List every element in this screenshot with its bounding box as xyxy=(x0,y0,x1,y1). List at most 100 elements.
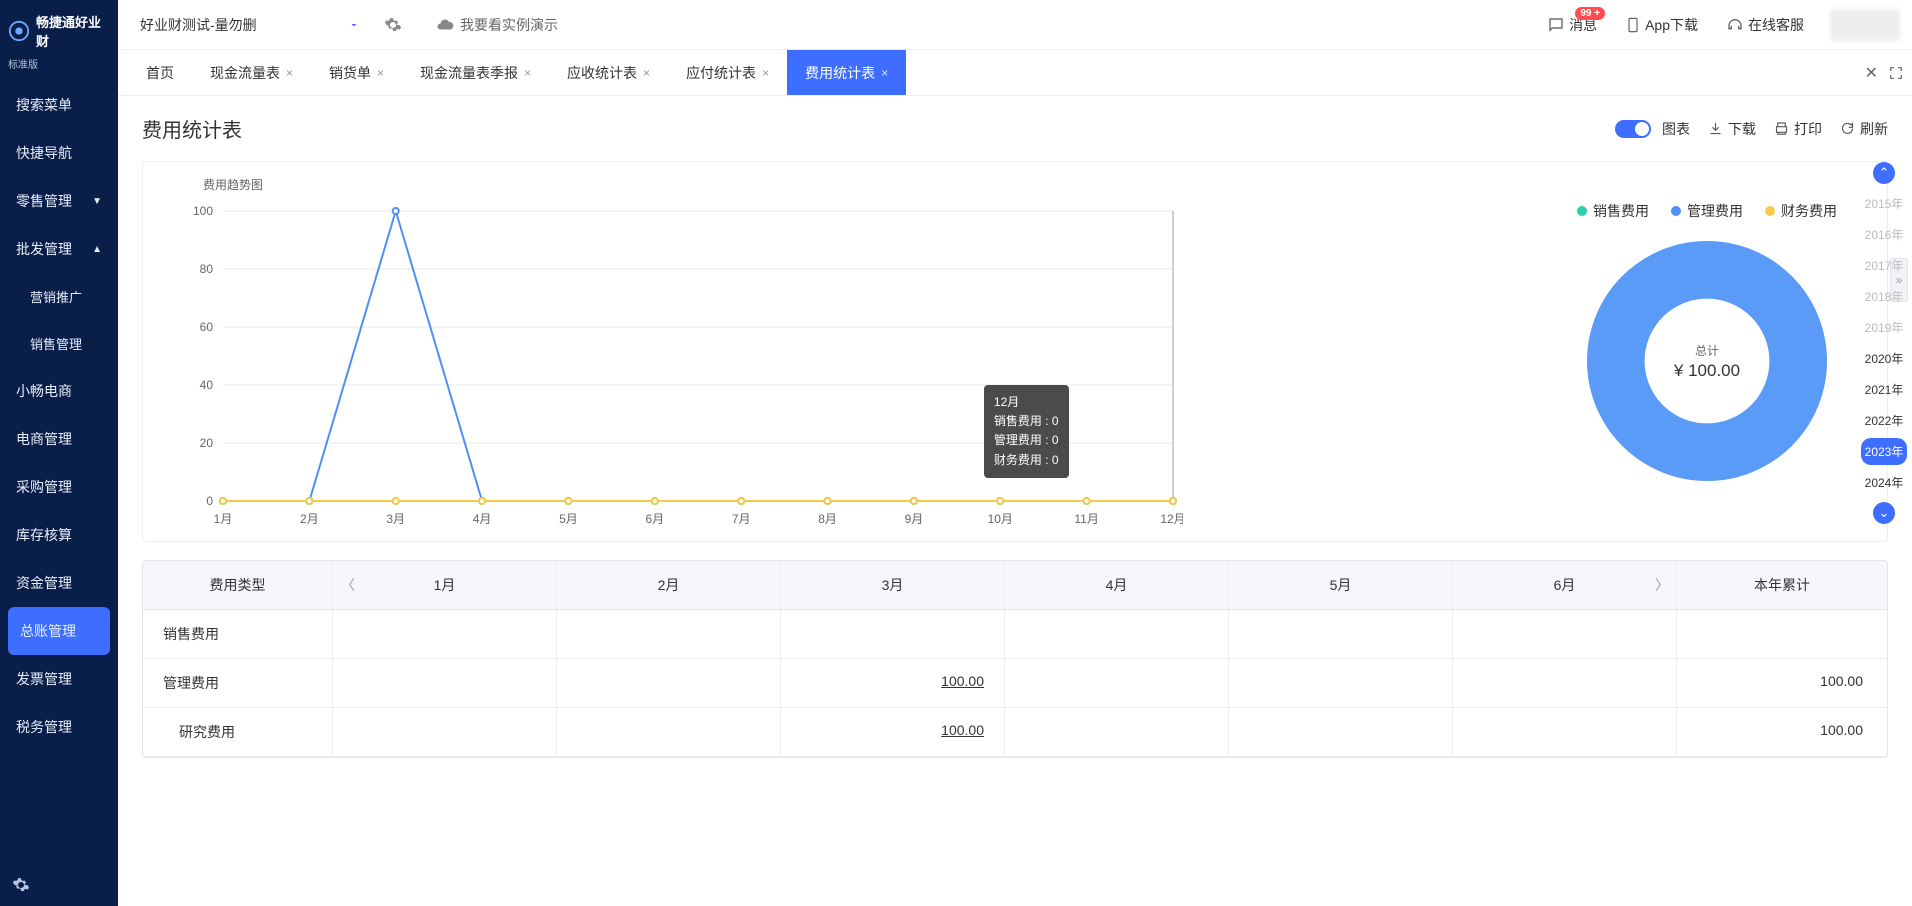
td-cell[interactable]: 100.00 xyxy=(781,708,1005,756)
td-cell xyxy=(557,708,781,756)
sidebar-item[interactable]: 电商管理 xyxy=(0,415,118,463)
settings-button[interactable] xyxy=(378,10,408,40)
td-cell xyxy=(1005,610,1229,658)
chart-toggle[interactable]: 图表 xyxy=(1615,119,1690,139)
sidebar-settings[interactable] xyxy=(0,864,118,906)
legend-item[interactable]: 管理费用 xyxy=(1671,201,1743,221)
tab-close-icon[interactable]: × xyxy=(643,66,650,80)
svg-text:7月: 7月 xyxy=(732,512,751,526)
tab[interactable]: 现金流量表× xyxy=(192,50,311,95)
download-button[interactable]: 下载 xyxy=(1708,119,1756,139)
table-row: 管理费用100.00100.00 xyxy=(143,659,1887,708)
svg-text:3月: 3月 xyxy=(386,512,405,526)
svg-text:12月: 12月 xyxy=(1160,512,1183,526)
year-chip[interactable]: 2023年 xyxy=(1861,438,1907,465)
org-selector[interactable]: 好业财测试-量勿删 xyxy=(130,11,370,39)
year-chip[interactable]: 2019年 xyxy=(1861,314,1907,341)
td-cell xyxy=(1229,659,1453,707)
sidebar-item[interactable]: 零售管理▼ xyxy=(0,177,118,225)
year-chip[interactable]: 2021年 xyxy=(1861,376,1907,403)
demo-link[interactable]: 我要看实例演示 xyxy=(436,15,558,35)
sidebar-item[interactable]: 采购管理 xyxy=(0,463,118,511)
td-cell xyxy=(1453,659,1677,707)
sidebar: 畅捷通好业财 标准版 搜索菜单快捷导航零售管理▼批发管理▲营销推广销售管理小畅电… xyxy=(0,0,118,906)
year-chip[interactable]: 2024年 xyxy=(1861,469,1907,496)
sidebar-item[interactable]: 总账管理 xyxy=(8,607,110,655)
user-avatar[interactable] xyxy=(1830,9,1900,41)
tab[interactable]: 应付统计表× xyxy=(668,50,787,95)
line-chart[interactable]: 0204060801001月2月3月4月5月6月7月8月9月10月11月12月 … xyxy=(163,201,1517,531)
tab[interactable]: 应收统计表× xyxy=(549,50,668,95)
td-cell xyxy=(1005,659,1229,707)
td-cell[interactable]: 100.00 xyxy=(781,659,1005,707)
org-name: 好业财测试-量勿删 xyxy=(140,15,257,35)
svg-text:100: 100 xyxy=(193,204,213,218)
app-download-button[interactable]: App下载 xyxy=(1615,15,1708,35)
legend-item[interactable]: 财务费用 xyxy=(1765,201,1837,221)
sidebar-item[interactable]: 批发管理▲ xyxy=(0,225,118,273)
sidebar-item[interactable]: 发票管理 xyxy=(0,655,118,703)
download-label: 下载 xyxy=(1728,119,1756,139)
tab-close-icon[interactable]: × xyxy=(524,66,531,80)
svg-text:5月: 5月 xyxy=(559,512,578,526)
tab-close-icon[interactable]: × xyxy=(881,66,888,80)
sidebar-item[interactable]: 营销推广 xyxy=(0,273,118,320)
table-row: 研究费用100.00100.00 xyxy=(143,708,1887,757)
sidebar-item[interactable]: 快捷导航 xyxy=(0,129,118,177)
print-icon xyxy=(1774,121,1789,136)
year-chip[interactable]: 2017年 xyxy=(1861,252,1907,279)
th-month: 4月 xyxy=(1005,561,1229,609)
td-cell xyxy=(1229,610,1453,658)
table-scroll-right[interactable]: 〉 xyxy=(1655,575,1669,595)
svg-text:11月: 11月 xyxy=(1074,512,1098,526)
tab-close-all[interactable]: ✕ xyxy=(1865,63,1878,83)
sidebar-nav: 搜索菜单快捷导航零售管理▼批发管理▲营销推广销售管理小畅电商电商管理采购管理库存… xyxy=(0,81,118,864)
refresh-button[interactable]: 刷新 xyxy=(1840,119,1888,139)
tab-close-icon[interactable]: × xyxy=(377,66,384,80)
td-cell xyxy=(1229,708,1453,756)
year-rail-down[interactable]: ⌄ xyxy=(1873,502,1895,524)
year-chip[interactable]: 2022年 xyxy=(1861,407,1907,434)
sidebar-item[interactable]: 销售管理 xyxy=(0,320,118,367)
print-button[interactable]: 打印 xyxy=(1774,119,1822,139)
year-chip[interactable]: 2016年 xyxy=(1861,221,1907,248)
tab-close-icon[interactable]: × xyxy=(762,66,769,80)
year-chip[interactable]: 2018年 xyxy=(1861,283,1907,310)
toggle-switch[interactable] xyxy=(1615,120,1651,138)
fullscreen-button[interactable] xyxy=(1888,65,1904,81)
page-header: 费用统计表 图表 下载 打印 刷新 xyxy=(142,114,1888,143)
expense-table: 费用类型1月2月3月4月5月6月本年累计 〈 〉 销售费用管理费用100.001… xyxy=(142,560,1888,758)
gear-icon xyxy=(384,16,402,34)
sidebar-item[interactable]: 税务管理 xyxy=(0,703,118,751)
svg-text:8月: 8月 xyxy=(818,512,837,526)
service-button[interactable]: 在线客服 xyxy=(1716,15,1814,35)
messages-button[interactable]: 消息 99 + xyxy=(1537,15,1607,35)
td-cell xyxy=(557,610,781,658)
sidebar-item[interactable]: 搜索菜单 xyxy=(0,81,118,129)
tab[interactable]: 费用统计表× xyxy=(787,50,906,95)
tab-close-icon[interactable]: × xyxy=(286,66,293,80)
messages-badge: 99 + xyxy=(1575,7,1605,20)
table-scroll-left[interactable]: 〈 xyxy=(341,575,355,595)
year-chip[interactable]: 2015年 xyxy=(1861,190,1907,217)
td-cell xyxy=(1453,610,1677,658)
tab[interactable]: 现金流量表季报× xyxy=(402,50,549,95)
year-chip[interactable]: 2020年 xyxy=(1861,345,1907,372)
brand-edition: 标准版 xyxy=(0,54,118,81)
svg-text:40: 40 xyxy=(200,378,214,392)
th-month: 3月 xyxy=(781,561,1005,609)
sidebar-item[interactable]: 资金管理 xyxy=(0,559,118,607)
demo-label: 我要看实例演示 xyxy=(460,15,558,35)
sidebar-item[interactable]: 小畅电商 xyxy=(0,367,118,415)
legend-item[interactable]: 销售费用 xyxy=(1577,201,1649,221)
table-body: 销售费用管理费用100.00100.00研究费用100.00100.00 xyxy=(143,610,1887,757)
donut-panel: 销售费用管理费用财务费用 总计 ¥ 100.00 xyxy=(1547,201,1867,531)
year-rail-up[interactable]: ⌃ xyxy=(1873,162,1895,184)
svg-text:80: 80 xyxy=(200,262,214,276)
service-label: 在线客服 xyxy=(1748,15,1804,35)
td-type: 研究费用 xyxy=(143,708,333,756)
tab[interactable]: 销货单× xyxy=(311,50,402,95)
tab[interactable]: 首页 xyxy=(128,50,192,95)
sidebar-item[interactable]: 库存核算 xyxy=(0,511,118,559)
svg-text:1月: 1月 xyxy=(214,512,233,526)
